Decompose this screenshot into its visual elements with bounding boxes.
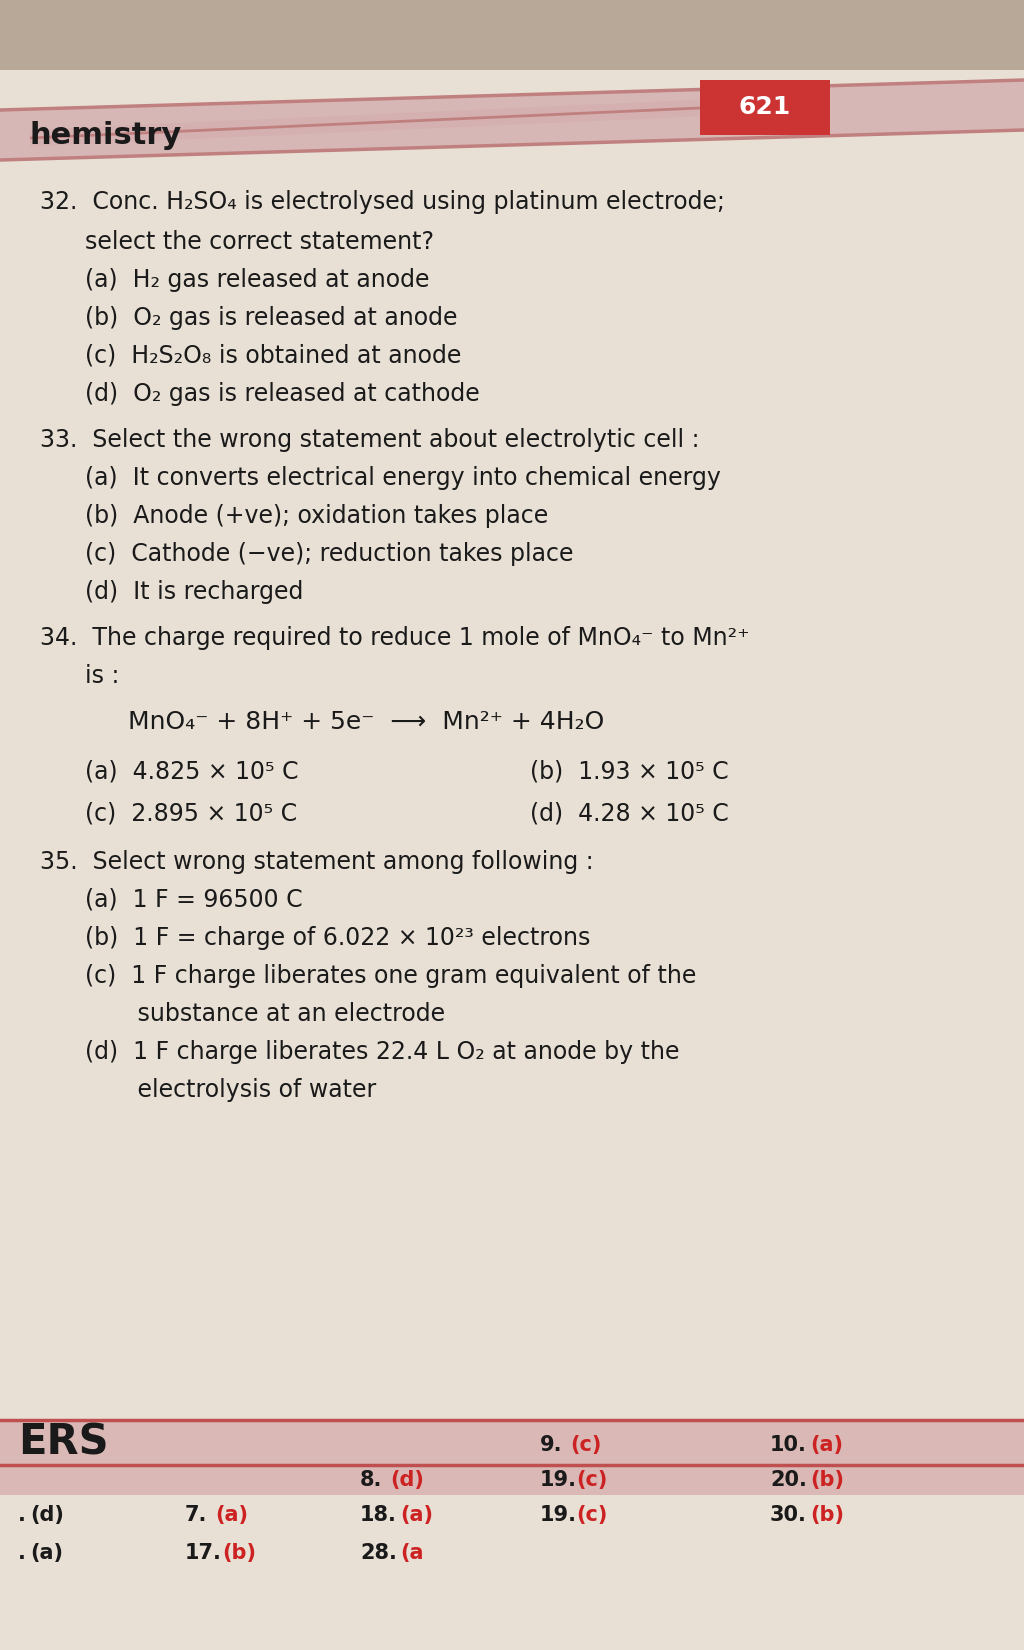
Text: (c)  2.895 × 10⁵ C: (c) 2.895 × 10⁵ C xyxy=(40,802,297,827)
Text: (a): (a) xyxy=(810,1436,843,1455)
Text: (a)  It converts electrical energy into chemical energy: (a) It converts electrical energy into c… xyxy=(40,465,721,490)
Text: (b): (b) xyxy=(810,1505,844,1525)
Text: 10.: 10. xyxy=(770,1436,807,1455)
Text: (d): (d) xyxy=(30,1505,63,1525)
Text: (a): (a) xyxy=(400,1505,433,1525)
Text: (b)  O₂ gas is released at anode: (b) O₂ gas is released at anode xyxy=(40,305,458,330)
Text: (a): (a) xyxy=(215,1505,248,1525)
Text: (a)  1 F = 96500 C: (a) 1 F = 96500 C xyxy=(40,888,303,912)
Text: 17.: 17. xyxy=(185,1543,222,1563)
Text: (c): (c) xyxy=(575,1470,607,1490)
Text: (c): (c) xyxy=(570,1436,601,1455)
Text: substance at an electrode: substance at an electrode xyxy=(40,1002,445,1026)
Polygon shape xyxy=(0,79,1024,160)
Text: 18.: 18. xyxy=(360,1505,397,1525)
Text: (b)  Anode (+ve); oxidation takes place: (b) Anode (+ve); oxidation takes place xyxy=(40,503,548,528)
Text: (c): (c) xyxy=(575,1505,607,1525)
Polygon shape xyxy=(600,69,1024,350)
Polygon shape xyxy=(0,69,1024,1650)
Text: .: . xyxy=(18,1505,26,1525)
Text: 32.  Conc. H₂SO₄ is electrolysed using platinum electrode;: 32. Conc. H₂SO₄ is electrolysed using pl… xyxy=(40,190,725,214)
Text: 20.: 20. xyxy=(770,1470,807,1490)
Text: ERS: ERS xyxy=(18,1422,109,1464)
Text: (d)  O₂ gas is released at cathode: (d) O₂ gas is released at cathode xyxy=(40,383,480,406)
Text: (c)  1 F charge liberates one gram equivalent of the: (c) 1 F charge liberates one gram equiva… xyxy=(40,964,696,988)
Text: (a)  4.825 × 10⁵ C: (a) 4.825 × 10⁵ C xyxy=(40,761,299,784)
Text: hemistry: hemistry xyxy=(30,120,182,150)
Text: (b): (b) xyxy=(222,1543,256,1563)
Text: MnO₄⁻ + 8H⁺ + 5e⁻  ⟶  Mn²⁺ + 4H₂O: MnO₄⁻ + 8H⁺ + 5e⁻ ⟶ Mn²⁺ + 4H₂O xyxy=(80,710,604,734)
Text: (d)  4.28 × 10⁵ C: (d) 4.28 × 10⁵ C xyxy=(530,802,729,827)
Text: (c)  H₂S₂O₈ is obtained at anode: (c) H₂S₂O₈ is obtained at anode xyxy=(40,343,462,368)
Text: 35.  Select wrong statement among following :: 35. Select wrong statement among followi… xyxy=(40,850,594,874)
Text: (d): (d) xyxy=(390,1470,424,1490)
Text: 30.: 30. xyxy=(770,1505,807,1525)
Text: (b): (b) xyxy=(810,1470,844,1490)
Text: select the correct statement?: select the correct statement? xyxy=(40,229,434,254)
Text: (a)  H₂ gas released at anode: (a) H₂ gas released at anode xyxy=(40,267,429,292)
Text: 34.  The charge required to reduce 1 mole of MnO₄⁻ to Mn²⁺: 34. The charge required to reduce 1 mole… xyxy=(40,625,750,650)
Text: .: . xyxy=(18,1543,26,1563)
Text: (b)  1.93 × 10⁵ C: (b) 1.93 × 10⁵ C xyxy=(530,761,729,784)
Text: 19.: 19. xyxy=(540,1505,577,1525)
Text: 9.: 9. xyxy=(540,1436,562,1455)
Text: is :: is : xyxy=(40,663,120,688)
Text: (c)  Cathode (−ve); reduction takes place: (c) Cathode (−ve); reduction takes place xyxy=(40,541,573,566)
Bar xyxy=(0,1421,1024,1495)
Text: 28.: 28. xyxy=(360,1543,397,1563)
FancyBboxPatch shape xyxy=(700,79,830,135)
Text: electrolysis of water: electrolysis of water xyxy=(40,1077,376,1102)
Text: (a: (a xyxy=(400,1543,424,1563)
Text: 621: 621 xyxy=(739,96,792,119)
Text: (d)  1 F charge liberates 22.4 L O₂ at anode by the: (d) 1 F charge liberates 22.4 L O₂ at an… xyxy=(40,1040,680,1064)
Text: 8.: 8. xyxy=(360,1470,382,1490)
Text: (b)  1 F = charge of 6.022 × 10²³ electrons: (b) 1 F = charge of 6.022 × 10²³ electro… xyxy=(40,926,591,950)
Text: (d)  It is recharged: (d) It is recharged xyxy=(40,581,303,604)
Text: (a): (a) xyxy=(30,1543,63,1563)
Text: 33.  Select the wrong statement about electrolytic cell :: 33. Select the wrong statement about ele… xyxy=(40,427,699,452)
Text: 7.: 7. xyxy=(185,1505,208,1525)
Text: 19.: 19. xyxy=(540,1470,577,1490)
